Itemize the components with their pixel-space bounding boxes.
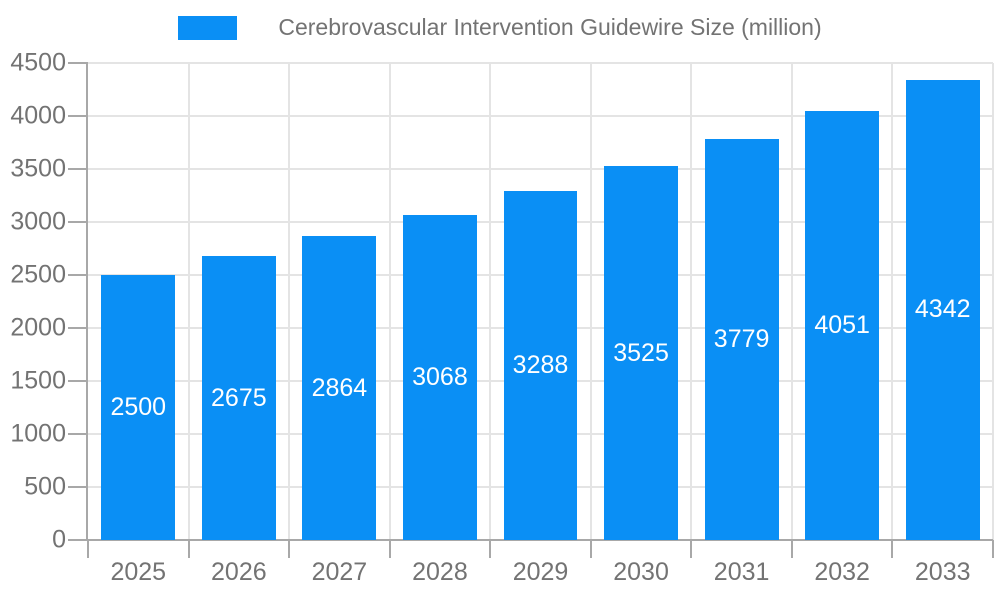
x-axis-label: 2025 — [110, 558, 167, 586]
vertical-gridline — [992, 63, 994, 540]
x-axis-label: 2033 — [914, 558, 971, 586]
bar[interactable]: 3288 — [503, 191, 578, 540]
x-axis-tick — [288, 540, 291, 558]
horizontal-gridline — [88, 115, 993, 117]
y-axis-tick — [68, 168, 88, 170]
legend-label[interactable]: Cerebrovascular Intervention Guidewire S… — [278, 14, 822, 40]
bar[interactable]: 4051 — [805, 110, 880, 540]
vertical-gridline — [489, 63, 492, 540]
bar-value-label: 2864 — [311, 373, 368, 402]
y-axis-label: 2000 — [10, 313, 66, 342]
bar-value-label: 4342 — [914, 295, 971, 324]
bar[interactable]: 2500 — [101, 275, 176, 540]
bar-value-label: 3288 — [512, 351, 569, 380]
horizontal-gridline — [88, 62, 993, 64]
vertical-gridline — [589, 63, 592, 540]
x-axis-label: 2029 — [512, 558, 569, 586]
bar[interactable]: 3068 — [402, 214, 477, 540]
x-axis-tick — [589, 540, 592, 558]
y-axis-label: 500 — [24, 472, 66, 501]
bar-value-label: 2500 — [110, 393, 167, 421]
y-axis-tick — [68, 380, 88, 382]
y-axis-label: 0 — [52, 525, 66, 554]
vertical-gridline — [388, 63, 391, 540]
bar-value-label: 3525 — [613, 338, 669, 367]
bar[interactable]: 4342 — [905, 79, 980, 540]
y-axis-tick — [68, 62, 88, 64]
y-axis-label: 4000 — [10, 101, 66, 130]
x-axis-tick — [388, 540, 391, 558]
vertical-gridline — [891, 63, 894, 540]
vertical-gridline — [690, 63, 693, 540]
y-axis-label: 3500 — [10, 154, 66, 183]
x-axis-label: 2026 — [211, 558, 267, 586]
y-axis-label: 4500 — [10, 48, 66, 77]
y-axis-tick — [68, 274, 88, 276]
x-axis-tick — [891, 540, 894, 558]
x-axis-label: 2031 — [713, 558, 770, 586]
x-axis-tick — [992, 540, 994, 558]
y-axis-tick — [68, 221, 88, 223]
bar[interactable]: 2864 — [302, 236, 377, 540]
bar[interactable]: 2675 — [201, 256, 276, 540]
y-axis-tick — [68, 327, 88, 329]
legend-swatch-icon[interactable] — [178, 15, 238, 40]
legend: Cerebrovascular Intervention Guidewire S… — [0, 14, 1000, 41]
bar[interactable]: 3779 — [704, 139, 779, 540]
x-axis-label: 2027 — [311, 558, 368, 586]
x-axis-tick — [187, 540, 190, 558]
bar-value-label: 4051 — [814, 310, 870, 339]
x-axis-label: 2030 — [613, 558, 669, 586]
x-axis-tick — [489, 540, 492, 558]
y-axis-label: 2500 — [10, 260, 66, 289]
bar[interactable]: 3525 — [604, 166, 678, 540]
plot-area: 0 500 1000 1500 2000 2500 3000 3500 4000 4500 2500… — [10, 49, 994, 586]
y-axis-label: 1000 — [10, 419, 66, 448]
vertical-gridline — [187, 63, 190, 540]
y-axis-line — [86, 63, 88, 540]
vertical-gridline — [288, 63, 291, 540]
horizontal-gridline — [88, 168, 993, 170]
y-axis-tick — [68, 115, 88, 117]
y-axis-label: 3000 — [10, 207, 66, 236]
y-axis-label: 1500 — [10, 366, 66, 395]
x-axis-label: 2028 — [412, 558, 468, 586]
vertical-gridline — [790, 63, 793, 540]
x-axis-tick — [790, 540, 793, 558]
bar-value-label: 2675 — [211, 383, 267, 412]
x-axis-label: 2032 — [814, 558, 870, 586]
x-axis-tick — [690, 540, 693, 558]
bar-value-label: 3068 — [412, 362, 468, 391]
y-axis-tick — [68, 486, 88, 488]
y-axis-tick — [68, 433, 88, 435]
bar-value-label: 3779 — [713, 325, 770, 354]
x-axis-tick — [87, 540, 89, 558]
x-axis-line — [68, 539, 993, 541]
